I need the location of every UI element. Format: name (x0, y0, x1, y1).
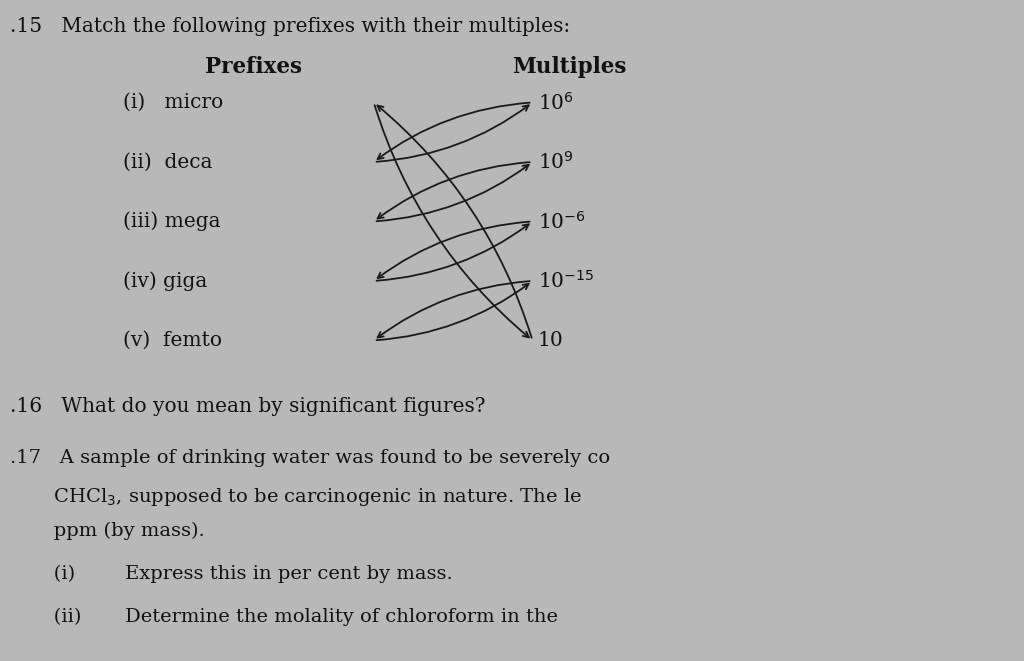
Text: .16   What do you mean by significant figures?: .16 What do you mean by significant figu… (10, 397, 485, 416)
Text: CHCl$_3$, supposed to be carcinogenic in nature. The le: CHCl$_3$, supposed to be carcinogenic in… (10, 486, 583, 508)
Text: 10: 10 (538, 331, 563, 350)
Text: (v)  femto: (v) femto (123, 331, 222, 350)
Text: ppm (by mass).: ppm (by mass). (10, 522, 205, 541)
Text: (i)        Express this in per cent by mass.: (i) Express this in per cent by mass. (10, 565, 453, 584)
Text: (iv) giga: (iv) giga (123, 271, 207, 291)
Text: (iii) mega: (iii) mega (123, 212, 220, 231)
Text: 10$^{-6}$: 10$^{-6}$ (538, 210, 586, 233)
Text: (ii)       Determine the molality of chloroform in the: (ii) Determine the molality of chlorofor… (10, 608, 558, 627)
Text: Multiples: Multiples (512, 56, 627, 78)
Text: 10$^9$: 10$^9$ (538, 151, 573, 173)
Text: .17   A sample of drinking water was found to be severely co: .17 A sample of drinking water was found… (10, 449, 610, 467)
Text: Prefixes: Prefixes (205, 56, 302, 78)
Text: (ii)  deca: (ii) deca (123, 153, 212, 171)
Text: (i)   micro: (i) micro (123, 93, 223, 112)
Text: 10$^6$: 10$^6$ (538, 91, 573, 114)
Text: .15   Match the following prefixes with their multiples:: .15 Match the following prefixes with th… (10, 17, 570, 36)
Text: 10$^{-15}$: 10$^{-15}$ (538, 270, 594, 292)
